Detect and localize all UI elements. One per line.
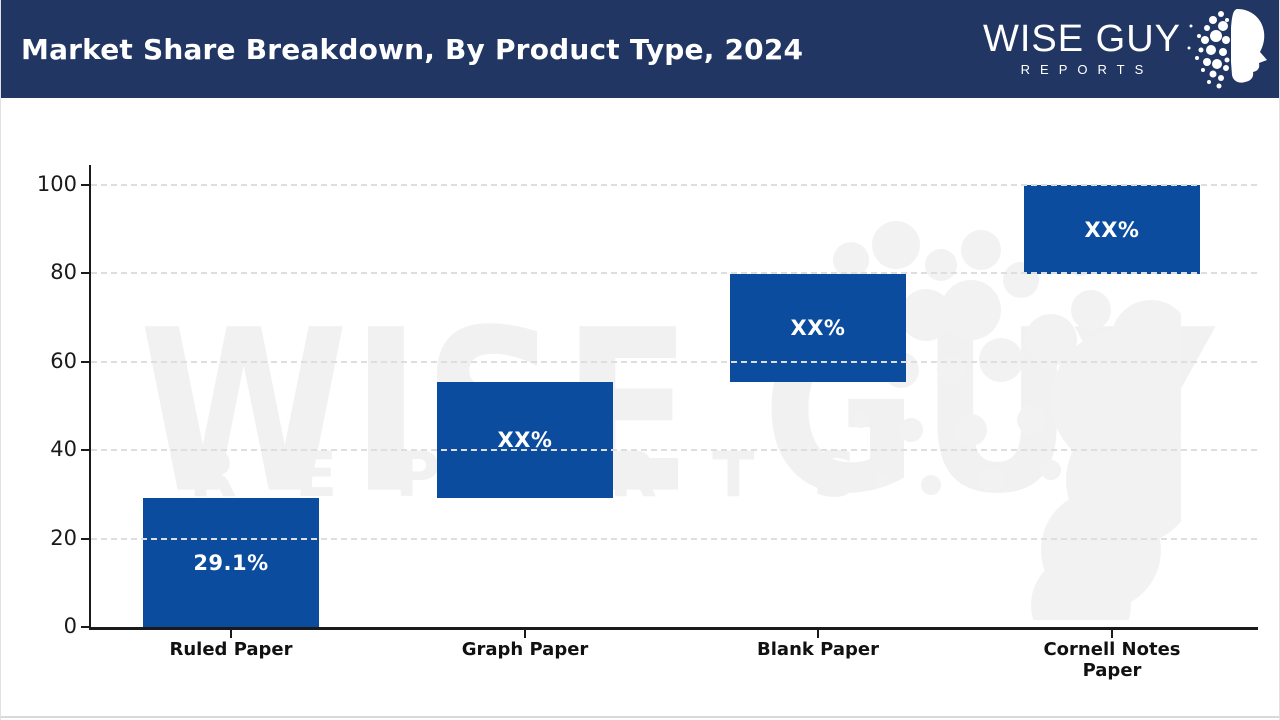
page-title: Market Share Breakdown, By Product Type,…	[21, 32, 804, 66]
bar-value-label: XX%	[790, 316, 846, 341]
bar-ruled-paper: 29.1%	[143, 498, 319, 627]
x-axis-label-cornell-notes-paper: Cornell Notes Paper	[1043, 639, 1181, 681]
bar-value-label: XX%	[1084, 217, 1140, 242]
x-tick-mark-cornell-notes-paper	[1111, 630, 1113, 638]
gridline-20	[91, 537, 1257, 540]
x-tick-mark-ruled-paper	[230, 630, 232, 638]
gridline-40	[91, 449, 1257, 452]
y-tick-mark-60	[81, 360, 89, 363]
y-tick-mark-80	[81, 272, 89, 275]
y-tick-label-0: 0	[63, 614, 77, 638]
logo-subtext: REPORTS	[1020, 61, 1154, 77]
y-tick-label-60: 60	[50, 348, 77, 373]
bar-graph-paper: XX%	[437, 382, 613, 499]
x-tick-mark-blank-paper	[817, 630, 819, 638]
bar-value-label: XX%	[497, 428, 553, 453]
logo-text: WISE GUY REPORTS	[982, 18, 1181, 77]
bottom-divider	[1, 716, 1279, 718]
y-tick-mark-20	[81, 537, 89, 540]
header-bar: Market Share Breakdown, By Product Type,…	[1, 0, 1279, 98]
y-tick-mark-40	[81, 449, 89, 452]
wiseguy-logo: WISE GUY REPORTS	[983, 6, 1269, 90]
x-axis	[89, 627, 1258, 630]
x-axis-label-blank-paper: Blank Paper	[757, 639, 879, 660]
bar-cornell-notes-paper: XX%	[1024, 185, 1200, 275]
y-axis	[89, 165, 91, 628]
y-tick-label-100: 100	[36, 172, 77, 196]
y-tick-label-20: 20	[50, 525, 77, 550]
y-tick-mark-0	[81, 626, 89, 628]
y-tick-label-80: 80	[50, 260, 77, 285]
x-axis-label-ruled-paper: Ruled Paper	[169, 639, 293, 660]
gridline-100	[91, 184, 1257, 186]
x-tick-mark-graph-paper	[524, 630, 526, 638]
bar-value-label: 29.1%	[193, 550, 269, 575]
bar-blank-paper: XX%	[730, 274, 906, 383]
x-axis-label-graph-paper: Graph Paper	[461, 639, 589, 660]
y-tick-mark-100	[81, 184, 89, 186]
y-tick-label-40: 40	[50, 437, 77, 462]
logo-wordmark: WISE GUY	[982, 18, 1181, 61]
wiseguy-head-icon	[1187, 9, 1267, 89]
gridline-60	[91, 360, 1257, 363]
gridline-80	[91, 272, 1257, 275]
